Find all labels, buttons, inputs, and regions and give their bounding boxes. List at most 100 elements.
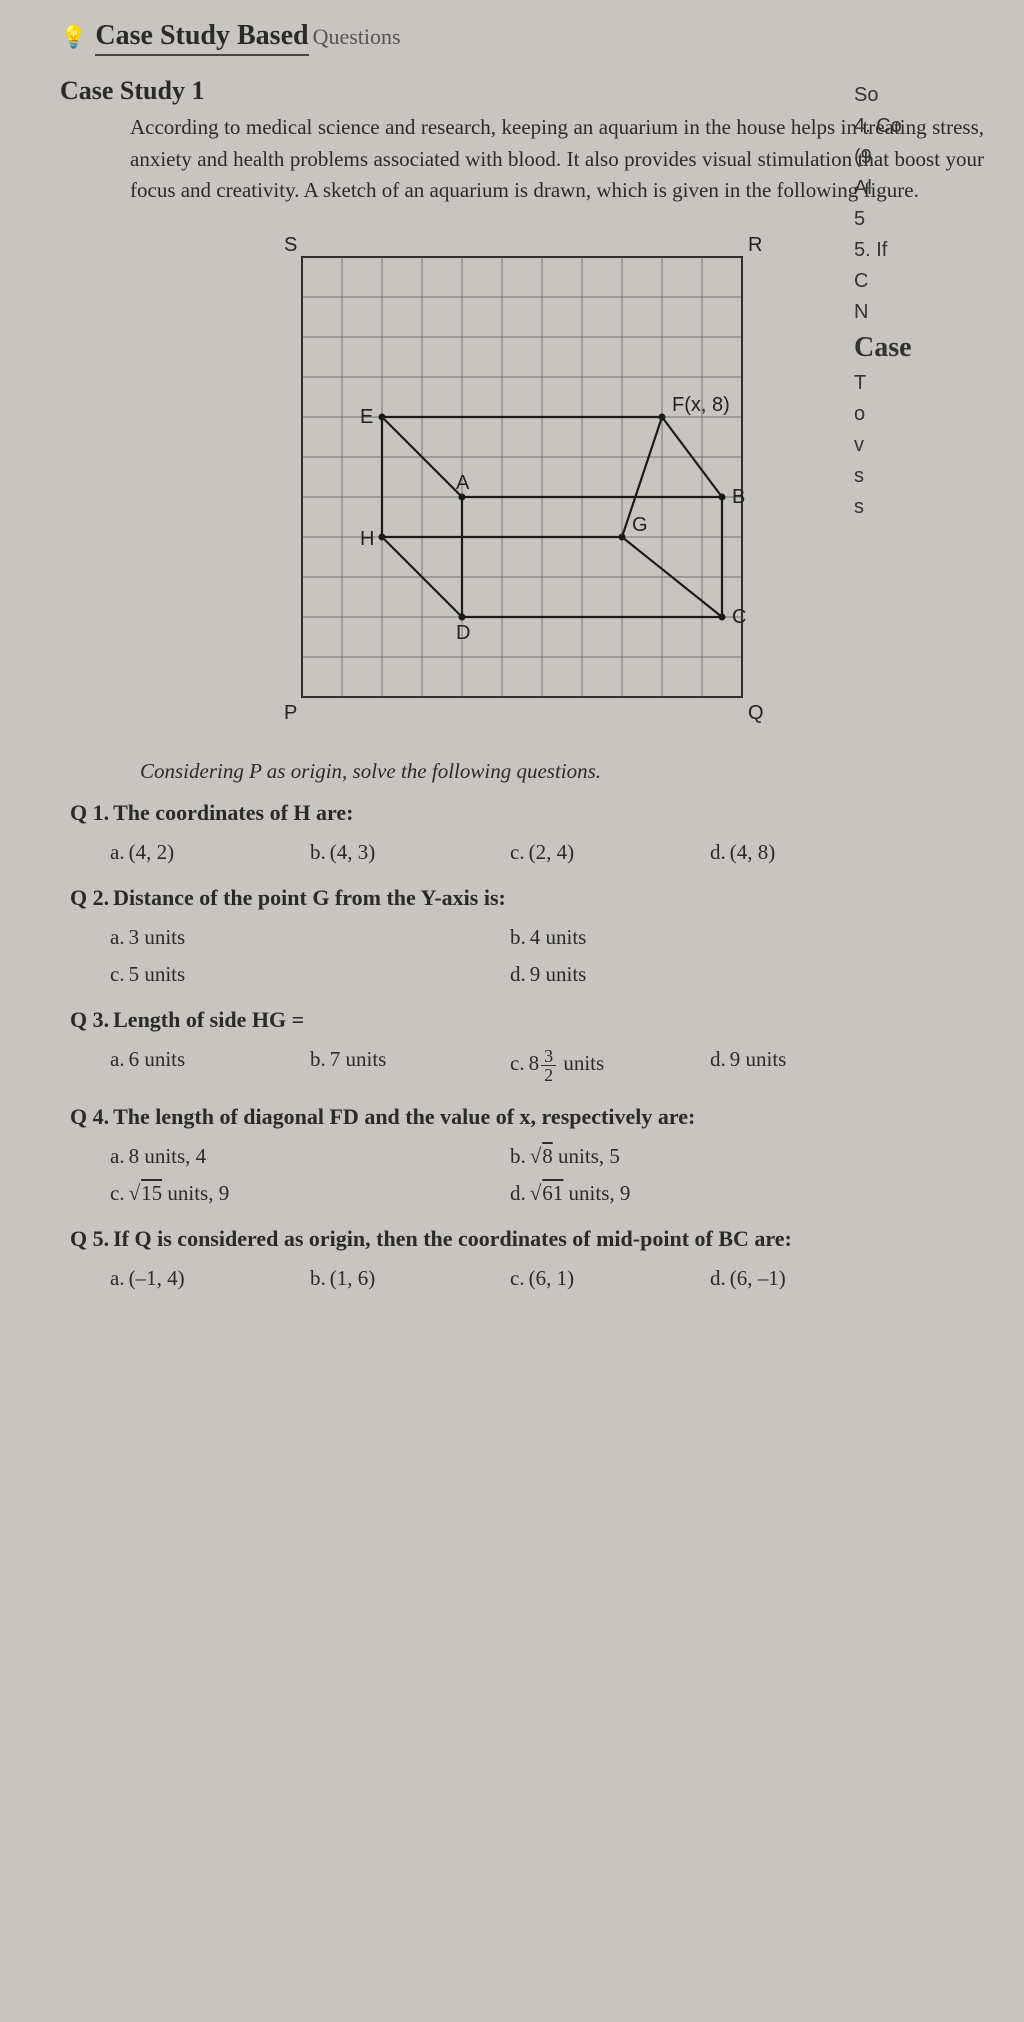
option-text: (4, 3) xyxy=(330,840,376,864)
question-block: Q 1. The coordinates of H are:a.(4, 2)b.… xyxy=(70,800,984,871)
svg-text:F(x, 8): F(x, 8) xyxy=(672,394,730,416)
option-letter: b. xyxy=(510,1144,526,1168)
svg-text:A: A xyxy=(456,472,470,494)
option[interactable]: a.3 units xyxy=(110,925,510,950)
option-text: 5 units xyxy=(129,962,186,986)
option[interactable]: b.7 units xyxy=(310,1047,510,1084)
option-text: (4, 2) xyxy=(129,840,175,864)
option-letter: a. xyxy=(110,925,125,949)
option-text: 8 units, 4 xyxy=(129,1144,207,1168)
options-row: a.(–1, 4)b.(1, 6)c.(6, 1)d.(6, –1) xyxy=(110,1260,984,1297)
margin-fragment: (9 xyxy=(854,146,974,169)
option[interactable]: c.√15 units, 9 xyxy=(110,1181,510,1206)
question-block: Q 2. Distance of the point G from the Y-… xyxy=(70,885,984,993)
option-text: 9 units xyxy=(530,962,587,986)
option[interactable]: b.(4, 3) xyxy=(310,840,510,865)
svg-text:P: P xyxy=(284,702,297,724)
question-number: Q 4. xyxy=(70,1104,109,1129)
option[interactable]: c.(6, 1) xyxy=(510,1266,710,1291)
margin-fragment: C xyxy=(854,270,974,293)
option[interactable]: d.√61 units, 9 xyxy=(510,1181,910,1206)
option[interactable]: c.832 units xyxy=(510,1047,710,1084)
margin-fragment: v xyxy=(854,434,974,457)
option-text: (6, 1) xyxy=(529,1266,575,1290)
option[interactable]: a.8 units, 4 xyxy=(110,1144,510,1169)
option-text: (1, 6) xyxy=(330,1266,376,1290)
option-text: 832 units xyxy=(529,1051,605,1075)
svg-text:Q: Q xyxy=(748,702,764,724)
question-block: Q 4. The length of diagonal FD and the v… xyxy=(70,1104,984,1212)
option-text: 7 units xyxy=(330,1047,387,1071)
options-row: a.3 unitsb.4 unitsc.5 unitsd.9 units xyxy=(110,919,984,993)
margin-fragment: Al xyxy=(854,177,974,200)
right-page-margin: So4. Co(9Al55. IfCNCaseTovss xyxy=(854,76,974,527)
margin-fragment: s xyxy=(854,496,974,519)
option[interactable]: d.(4, 8) xyxy=(710,840,910,865)
figure-container: SRPQEF(x, 8)HGABDC xyxy=(60,217,984,737)
options-row: a.6 unitsb.7 unitsc.832 unitsd.9 units xyxy=(110,1041,984,1090)
option-letter: c. xyxy=(110,962,125,986)
margin-fragment: Case xyxy=(854,332,974,364)
margin-fragment: o xyxy=(854,403,974,426)
option[interactable]: c.(2, 4) xyxy=(510,840,710,865)
option-letter: a. xyxy=(110,1047,125,1071)
option[interactable]: d.9 units xyxy=(510,962,910,987)
option-letter: d. xyxy=(710,1047,726,1071)
question-block: Q 5. If Q is considered as origin, then … xyxy=(70,1226,984,1297)
option[interactable]: c.5 units xyxy=(110,962,510,987)
question-number: Q 2. xyxy=(70,885,109,910)
option-letter: d. xyxy=(710,1266,726,1290)
question-block: Q 3. Length of side HG =a.6 unitsb.7 uni… xyxy=(70,1007,984,1090)
option-text: √15 units, 9 xyxy=(129,1181,230,1205)
option-letter: c. xyxy=(510,1051,525,1075)
svg-text:C: C xyxy=(732,606,746,628)
margin-fragment: T xyxy=(854,372,974,395)
option-text: 4 units xyxy=(530,925,587,949)
option-letter: c. xyxy=(510,1266,525,1290)
option-letter: c. xyxy=(110,1181,125,1205)
margin-fragment: 5 xyxy=(854,208,974,231)
question-number: Q 1. xyxy=(70,800,109,825)
option-letter: d. xyxy=(510,1181,526,1205)
option-letter: b. xyxy=(510,925,526,949)
questions-list: Q 1. The coordinates of H are:a.(4, 2)b.… xyxy=(60,800,984,1297)
option-text: 9 units xyxy=(730,1047,787,1071)
option-letter: c. xyxy=(510,840,525,864)
option-text: (6, –1) xyxy=(730,1266,786,1290)
question-text: Distance of the point G from the Y-axis … xyxy=(113,885,506,910)
option[interactable]: d.(6, –1) xyxy=(710,1266,910,1291)
option-letter: d. xyxy=(510,962,526,986)
option[interactable]: d.9 units xyxy=(710,1047,910,1084)
question-text: The length of diagonal FD and the value … xyxy=(113,1104,695,1129)
option[interactable]: a.(4, 2) xyxy=(110,840,310,865)
option-letter: b. xyxy=(310,840,326,864)
option[interactable]: a.(–1, 4) xyxy=(110,1266,310,1291)
option[interactable]: b.√8 units, 5 xyxy=(510,1144,910,1169)
option-letter: a. xyxy=(110,1144,125,1168)
figure-caption: Considering P as origin, solve the follo… xyxy=(140,757,984,786)
option-text: (2, 4) xyxy=(529,840,575,864)
question-number: Q 5. xyxy=(70,1226,109,1251)
aquarium-diagram: SRPQEF(x, 8)HGABDC xyxy=(262,217,782,737)
section-title: Case Study Based xyxy=(95,20,308,56)
section-subtitle: Questions xyxy=(313,24,401,50)
option-text: √8 units, 5 xyxy=(530,1144,620,1168)
margin-fragment: So xyxy=(854,84,974,107)
svg-text:G: G xyxy=(632,514,648,536)
option[interactable]: b.(1, 6) xyxy=(310,1266,510,1291)
option-letter: d. xyxy=(710,840,726,864)
question-text: Length of side HG = xyxy=(113,1007,304,1032)
margin-fragment: s xyxy=(854,465,974,488)
option[interactable]: b.4 units xyxy=(510,925,910,950)
margin-fragment: 5. If xyxy=(854,239,974,262)
option[interactable]: a.6 units xyxy=(110,1047,310,1084)
margin-fragment: 4. Co xyxy=(854,115,974,138)
svg-text:R: R xyxy=(748,234,762,256)
options-row: a.8 units, 4b.√8 units, 5c.√15 units, 9d… xyxy=(110,1138,984,1212)
option-text: (–1, 4) xyxy=(129,1266,185,1290)
case-study-title: Case Study 1 xyxy=(60,76,984,106)
options-row: a.(4, 2)b.(4, 3)c.(2, 4)d.(4, 8) xyxy=(110,834,984,871)
option-text: 6 units xyxy=(129,1047,186,1071)
question-number: Q 3. xyxy=(70,1007,109,1032)
margin-fragment: N xyxy=(854,301,974,324)
